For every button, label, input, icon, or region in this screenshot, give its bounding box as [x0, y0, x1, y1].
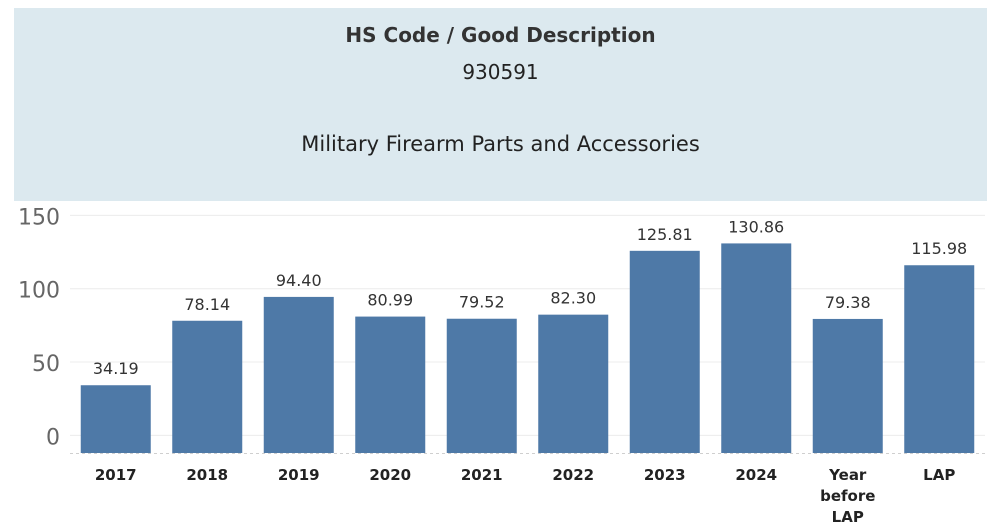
y-tick-label: 150: [18, 205, 60, 230]
bars: [80, 243, 975, 453]
bar: [172, 320, 243, 453]
y-axis-ticks: 0 50 100 150: [18, 205, 60, 450]
value-label: 82.30: [550, 289, 596, 308]
bar: [355, 316, 426, 453]
y-tick-label: 50: [32, 352, 60, 377]
value-label: 94.40: [276, 271, 322, 290]
y-tick-label: 0: [46, 425, 60, 450]
x-axis-ticks: 2017 2018 2019 2020 2021 2022 2023 2024 Year befo…: [95, 466, 955, 526]
x-tick-label: before: [820, 487, 875, 505]
bar: [263, 296, 334, 453]
x-tick-label: LAP: [832, 508, 864, 526]
x-tick-label: 2018: [186, 466, 228, 484]
bar: [721, 243, 792, 453]
value-label: 125.81: [637, 225, 693, 244]
value-label: 79.52: [459, 293, 505, 312]
value-label: 79.38: [825, 293, 871, 312]
header-title: HS Code / Good Description: [345, 23, 656, 47]
bar: [80, 385, 151, 453]
value-label: 80.99: [367, 291, 413, 310]
bar: [538, 314, 609, 453]
x-tick-label: 2020: [369, 466, 411, 484]
bar: [446, 318, 517, 453]
x-tick-label: LAP: [923, 466, 955, 484]
header-panel: HS Code / Good Description 930591 Milita…: [14, 8, 987, 201]
value-label: 130.86: [728, 217, 784, 236]
x-tick-label: 2019: [278, 466, 320, 484]
value-labels: 34.19 78.14 94.40 80.99 79.52 82.30 125.81 130.…: [93, 217, 967, 378]
bar: [629, 250, 700, 453]
bar: [812, 318, 883, 453]
x-tick-label: 2021: [461, 466, 503, 484]
x-tick-label: 2023: [644, 466, 686, 484]
x-tick-label: Year: [828, 466, 867, 484]
bar: [904, 265, 975, 453]
value-label: 34.19: [93, 359, 139, 378]
x-tick-label: 2022: [552, 466, 594, 484]
x-tick-label: 2017: [95, 466, 137, 484]
value-label: 78.14: [184, 295, 230, 314]
value-label: 115.98: [911, 239, 967, 258]
hs-code: 930591: [462, 60, 539, 84]
x-tick-label: 2024: [735, 466, 777, 484]
good-description: Military Firearm Parts and Accessories: [301, 132, 700, 156]
y-tick-label: 100: [18, 279, 60, 304]
